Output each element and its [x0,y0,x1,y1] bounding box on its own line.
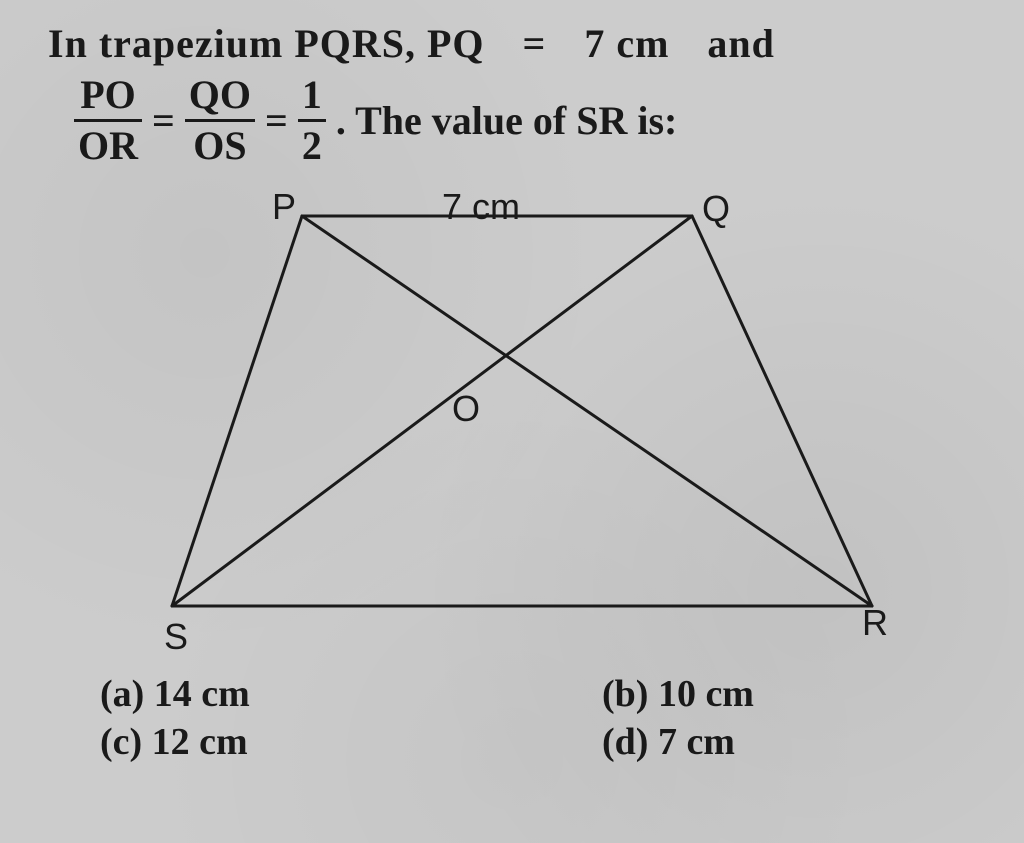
pq-value: 7 cm [584,21,669,66]
frac-num: 1 [298,73,326,117]
fraction-qo-os: QO OS [185,73,255,168]
question-line-1: In trapezium PQRS, PQ = 7 cm and [48,20,984,67]
question-tail: . The value of SR is: [336,97,678,144]
label-pq-length: 7 cm [442,186,520,228]
equals-sign: = [152,97,175,144]
and-word: and [707,21,775,66]
label-q: Q [702,188,730,230]
equals-sign: = [265,97,288,144]
option-a: (a) 14 cm [100,672,482,716]
label-p: P [272,186,296,228]
trapezium-diagram: P 7 cm Q O S R [132,186,892,666]
option-b: (b) 10 cm [602,672,984,716]
option-d: (d) 7 cm [602,720,984,764]
fraction-1-2: 1 2 [298,73,326,168]
answer-options: (a) 14 cm (b) 10 cm (c) 12 cm (d) 7 cm [100,672,984,764]
diagram-svg [132,186,892,646]
label-s: S [164,616,188,658]
frac-num: PO [76,73,140,117]
option-c: (c) 12 cm [100,720,482,764]
frac-den: 2 [298,124,326,168]
frac-den: OR [74,124,142,168]
label-r: R [862,602,888,644]
text-prefix: In trapezium PQRS, PQ [48,21,485,66]
equals-sign: = [523,21,547,66]
question-line-2: PO OR = QO OS = 1 2 . The value of SR is… [74,73,984,168]
label-o: O [452,388,480,430]
frac-den: OS [189,124,250,168]
frac-num: QO [185,73,255,117]
fraction-po-or: PO OR [74,73,142,168]
